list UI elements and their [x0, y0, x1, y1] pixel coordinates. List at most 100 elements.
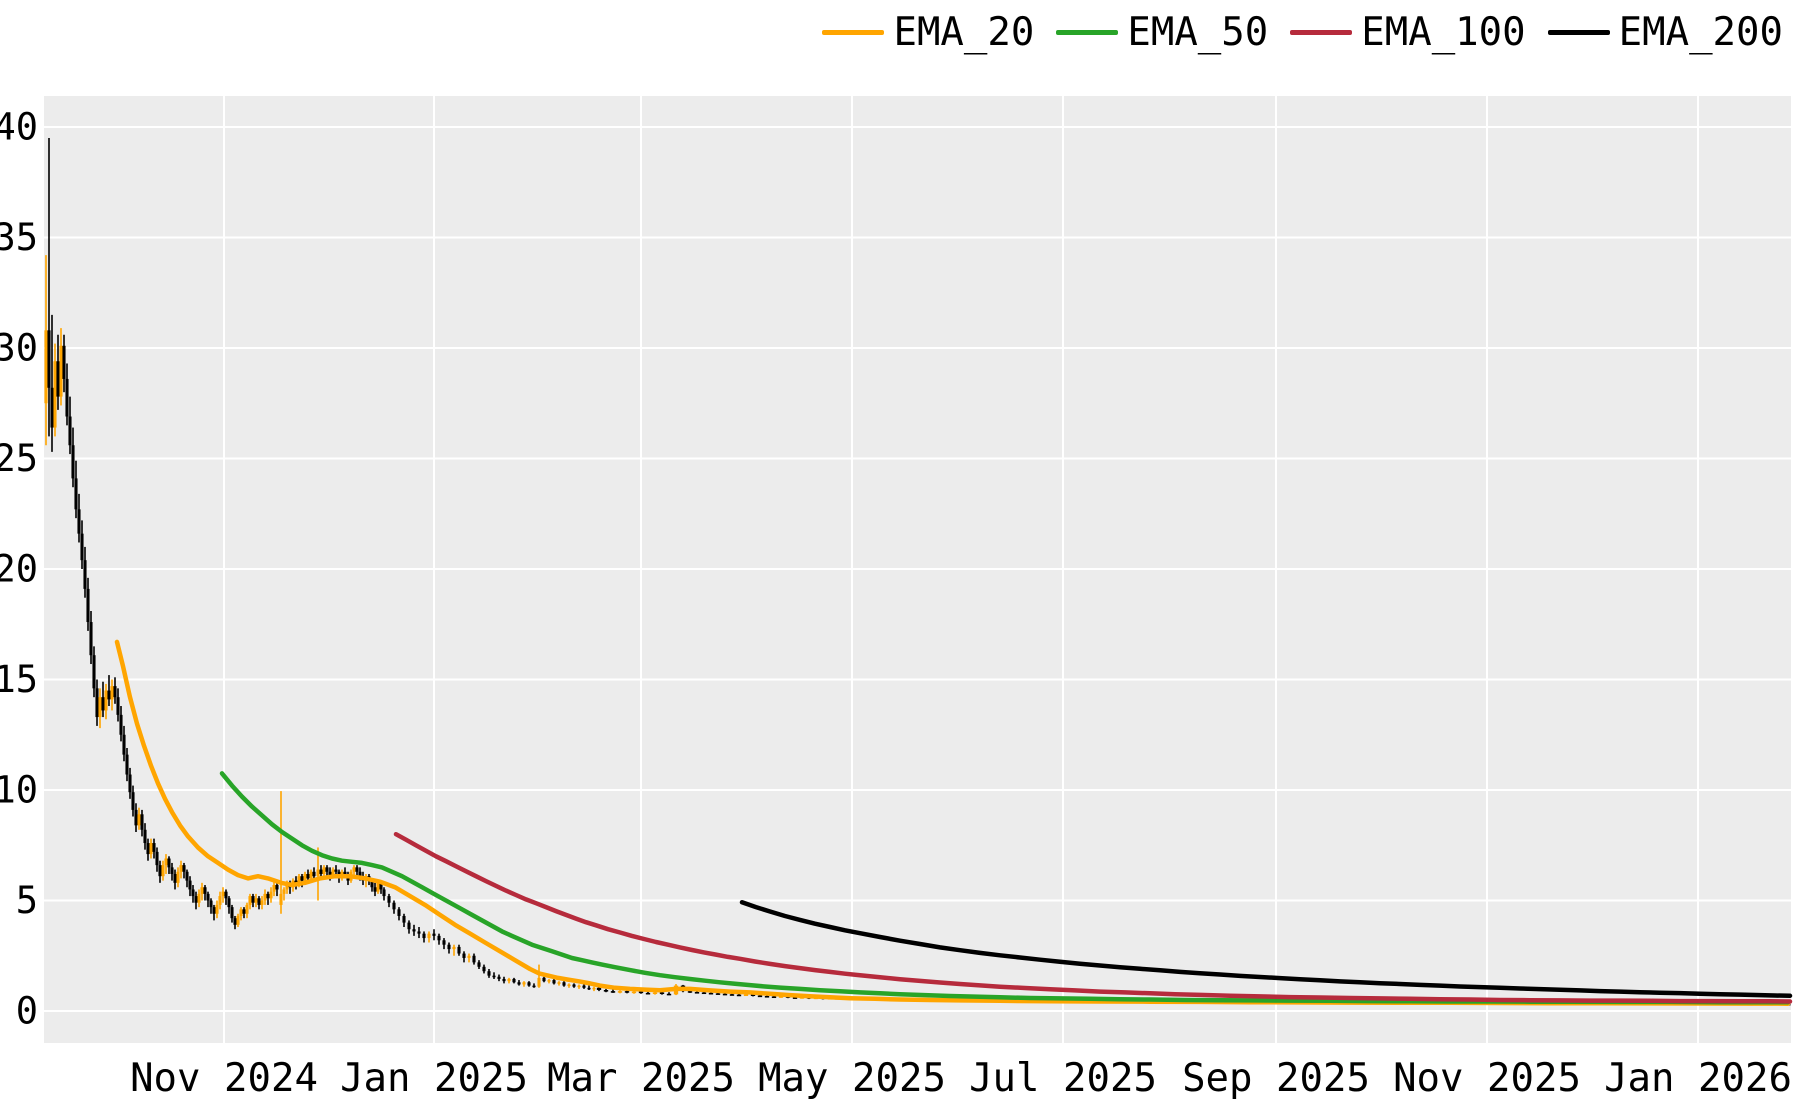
candle-body — [158, 865, 162, 877]
candle-body — [170, 867, 174, 874]
candle-body — [215, 904, 219, 914]
candle-body — [736, 994, 742, 997]
candle-body — [743, 994, 749, 997]
candle-body — [316, 869, 320, 877]
candle-body — [596, 987, 602, 991]
candle-body — [492, 975, 496, 978]
candle-body — [272, 885, 276, 892]
legend-item-ema-100: EMA_100 — [1290, 10, 1526, 55]
candle-body — [687, 991, 693, 993]
candle-body — [376, 882, 380, 892]
candle-body — [266, 893, 270, 899]
candle-body — [200, 887, 204, 894]
candle-body — [334, 869, 338, 872]
candle-body — [527, 982, 531, 986]
candle-body — [254, 898, 258, 903]
ema-100-swatch-icon — [1290, 30, 1353, 35]
candle-body — [617, 991, 623, 993]
candle-body — [173, 873, 177, 883]
candle-body — [750, 994, 756, 997]
candle-body — [113, 686, 117, 698]
ema-50-swatch-icon — [1056, 30, 1119, 35]
candle-body — [542, 977, 546, 982]
x-tick-label: Sep 2025 — [1182, 1056, 1370, 1100]
candle-body — [74, 478, 78, 510]
candle-body — [282, 889, 286, 894]
candle-body — [387, 896, 391, 903]
candle-body — [652, 992, 658, 995]
candle-body — [708, 992, 714, 995]
candle-body — [771, 996, 777, 999]
candle-body — [547, 980, 551, 982]
y-tick-label: 10 — [0, 769, 38, 812]
y-tick-label: 30 — [0, 327, 38, 370]
candle-body — [373, 887, 377, 892]
candle-body — [659, 992, 665, 995]
candle-body — [152, 843, 156, 852]
candle-body — [358, 871, 362, 877]
y-tick-label: 20 — [0, 548, 38, 591]
candle-body — [143, 829, 147, 844]
candle-body — [701, 992, 707, 995]
candle-body — [50, 387, 54, 428]
candle-body — [77, 509, 81, 534]
x-tick-label: Jan 2026 — [1604, 1056, 1792, 1100]
candle-body — [482, 966, 486, 972]
candle-body — [582, 985, 586, 988]
candle-body — [101, 697, 105, 711]
candle-body — [95, 688, 99, 718]
candle-body — [104, 690, 108, 711]
legend-label-ema-50: EMA_50 — [1127, 10, 1269, 55]
candle-body — [209, 900, 213, 908]
candle-body — [182, 865, 186, 872]
candle-body — [610, 991, 616, 993]
candle-body — [179, 865, 183, 872]
candle-body — [587, 987, 591, 990]
candle-body — [227, 898, 231, 908]
legend-item-ema-50: EMA_50 — [1056, 10, 1268, 55]
candle-body — [792, 997, 798, 999]
candle-body — [212, 907, 216, 914]
x-tick-label: Nov 2024 — [130, 1056, 318, 1100]
legend-item-ema-200: EMA_200 — [1547, 10, 1783, 55]
candle-body — [239, 909, 243, 916]
candle-body — [185, 871, 189, 881]
candle-body — [275, 885, 279, 890]
candle-body — [624, 991, 630, 993]
candle-body — [134, 809, 138, 826]
candle-body — [122, 734, 126, 755]
candle-body — [325, 867, 329, 872]
candle-body — [62, 345, 66, 379]
candle-body — [269, 891, 273, 899]
candle-body — [417, 931, 421, 934]
candle-body — [59, 345, 63, 397]
ema-50-line — [219, 771, 1791, 1005]
candle-body — [86, 588, 90, 623]
x-tick-label: Mar 2025 — [547, 1056, 735, 1100]
candle-body — [402, 915, 406, 923]
candle-body — [437, 935, 441, 941]
candle-body — [167, 858, 171, 868]
y-tick-label: 15 — [0, 658, 38, 701]
candle-body — [53, 361, 57, 428]
candle-body — [116, 697, 120, 715]
candle-body — [306, 873, 310, 879]
candle-body — [567, 984, 571, 987]
x-tick-label: Jan 2025 — [340, 1056, 528, 1100]
ema-200-swatch-icon — [1547, 30, 1610, 35]
candle-body — [666, 993, 672, 996]
candle-body — [309, 871, 313, 879]
candle-body — [303, 873, 307, 881]
candle-body — [502, 978, 506, 982]
candle-body — [221, 891, 225, 897]
candle-body — [80, 533, 84, 561]
candle-body — [260, 900, 264, 905]
candle-body — [467, 955, 471, 958]
candle-body — [552, 980, 556, 984]
candle-body — [778, 996, 784, 998]
candle-body — [203, 887, 207, 894]
y-tick-label: 5 — [16, 879, 38, 922]
candle-body — [557, 982, 561, 984]
candle-body — [176, 871, 180, 883]
candle-body — [263, 893, 267, 901]
